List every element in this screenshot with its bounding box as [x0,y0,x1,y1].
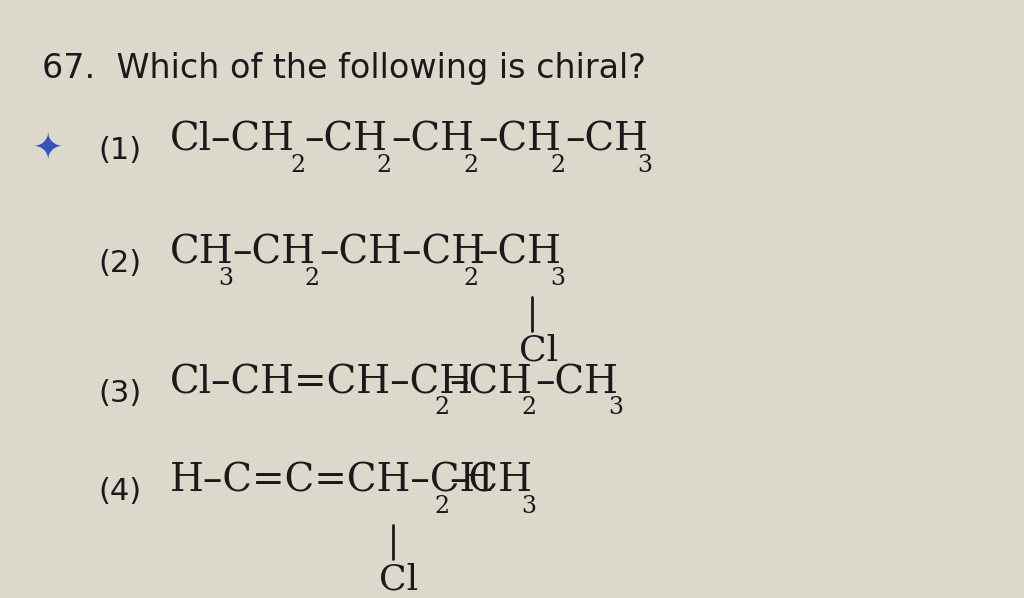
Text: H–C=C=CH–CH: H–C=C=CH–CH [170,463,495,500]
Text: 2: 2 [521,396,537,419]
Text: 2: 2 [434,396,450,419]
Text: (1): (1) [98,136,141,165]
Text: –CH: –CH [565,122,648,158]
Text: 3: 3 [550,267,565,290]
Text: –CH: –CH [536,364,618,401]
Text: 2: 2 [464,267,478,290]
Text: Cl: Cl [379,562,419,596]
Text: 3: 3 [637,154,652,177]
Text: 2: 2 [434,495,450,518]
Text: CH: CH [170,234,233,271]
Text: –CH: –CH [478,122,561,158]
Text: 2: 2 [377,154,392,177]
Text: 2: 2 [290,154,305,177]
Text: Cl: Cl [519,334,558,368]
Text: 2: 2 [305,267,319,290]
Text: 2: 2 [464,154,478,177]
Text: Cl–CH=CH–CH: Cl–CH=CH–CH [170,364,474,401]
Text: 3: 3 [608,396,623,419]
Text: 3: 3 [218,267,233,290]
Text: –CH: –CH [391,122,474,158]
Text: –CH: –CH [449,364,532,401]
Text: (4): (4) [98,477,141,506]
Text: 67.  Which of the following is chiral?: 67. Which of the following is chiral? [42,52,646,85]
Text: –CH–CH: –CH–CH [319,234,485,271]
Text: 3: 3 [521,495,537,518]
Text: (2): (2) [98,249,141,278]
Text: –CH: –CH [449,463,532,500]
Text: Cl–CH: Cl–CH [170,122,295,158]
Text: –CH: –CH [232,234,315,271]
Text: 2: 2 [550,154,565,177]
Text: (3): (3) [98,379,141,408]
Text: ✦: ✦ [32,131,62,165]
Text: –CH: –CH [305,122,388,158]
Text: –CH: –CH [478,234,561,271]
